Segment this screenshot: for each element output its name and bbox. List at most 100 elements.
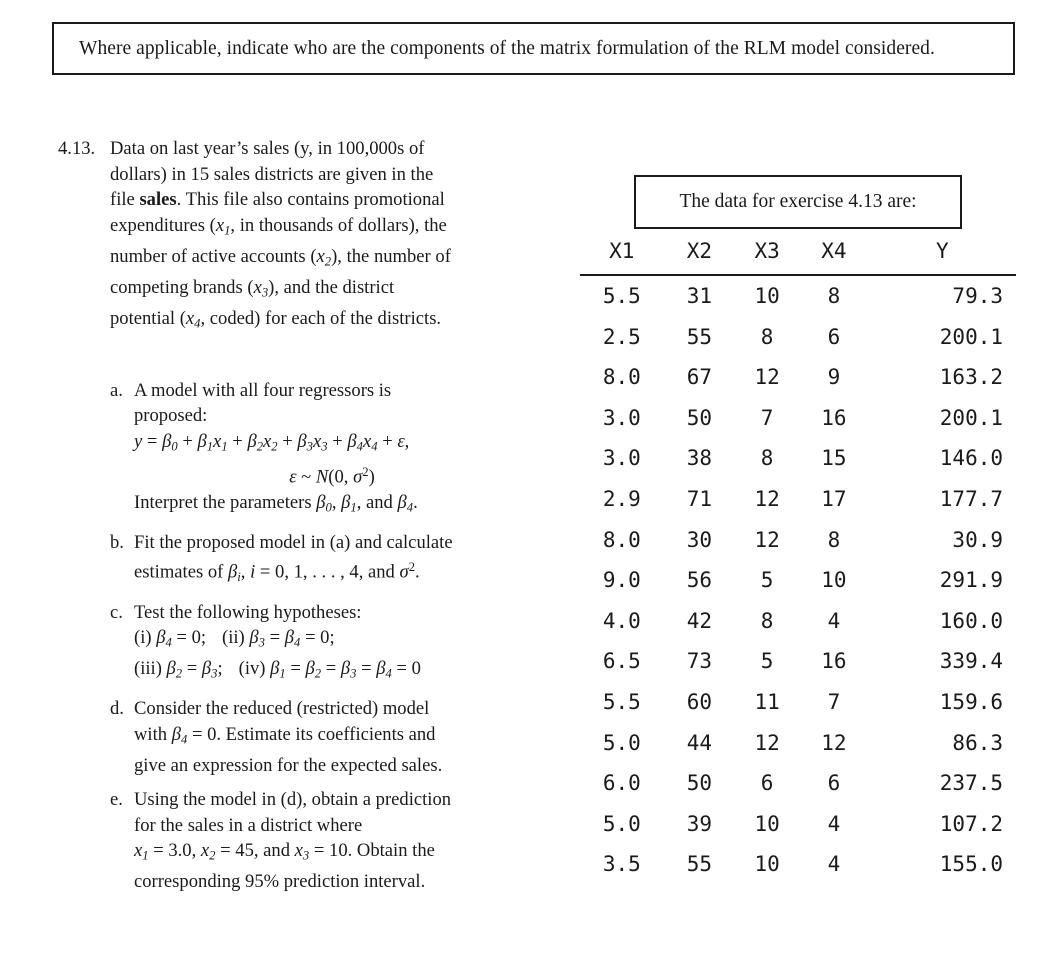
- cell-y: 160.0: [939, 608, 1003, 633]
- cell-x3: 12: [754, 365, 780, 390]
- intro-line: number of active accounts (x2), the numb…: [110, 245, 451, 269]
- item-letter: c.: [110, 601, 123, 623]
- cell-x4: 9: [827, 365, 841, 390]
- table-row: 5.0 44 12 12 86.3: [580, 723, 1016, 764]
- intro-line: Data on last year’s sales (y, in 100,000…: [110, 138, 425, 159]
- intro-line: potential (x4, coded) for each of the di…: [110, 307, 442, 331]
- data-table: X1 X2 X3 X4 Y 5.5 31 10 8 79.3 2.5 55 8 6 200.1 8.…: [580, 236, 1016, 885]
- cell-x4: 16: [821, 649, 847, 674]
- cell-x2: 39: [686, 811, 712, 836]
- cell-x4: 6: [827, 324, 841, 349]
- cell-x2: 50: [686, 405, 712, 430]
- cell-x2: 31: [686, 284, 712, 308]
- cell-x1: 2.9: [602, 486, 641, 511]
- item-line: x1 = 3.0, x2 = 45, and x3 = 10. Obtain t…: [134, 840, 435, 863]
- cell-x3: 5: [760, 649, 774, 674]
- table-row: 5.5 60 11 7 159.6: [580, 682, 1016, 723]
- table-row: 2.9 71 12 17 177.7: [580, 479, 1016, 520]
- cell-x2: 44: [686, 730, 712, 755]
- cell-x2: 42: [686, 608, 712, 633]
- cell-y: 155.0: [939, 852, 1003, 877]
- cell-x3: 10: [754, 852, 780, 877]
- cell-y: 200.1: [939, 324, 1003, 349]
- cell-x2: 55: [686, 852, 712, 877]
- item-line: give an expression for the expected sale…: [134, 754, 443, 776]
- item-trailer: Interpret the parameters β0, β1, and β4.: [134, 491, 418, 515]
- cell-x2: 30: [686, 527, 712, 552]
- cell-y: 200.1: [939, 405, 1003, 430]
- error-distribution: ε ~ N(0, σ2): [289, 464, 375, 488]
- cell-x2: 71: [686, 486, 712, 511]
- table-row: 9.0 56 5 10 291.9: [580, 560, 1016, 601]
- cell-x3: 10: [754, 811, 780, 836]
- cell-x3: 6: [760, 771, 774, 796]
- intro-line: dollars) in 15 sales districts are given…: [110, 163, 434, 185]
- cell-x3: 8: [760, 608, 774, 633]
- item-line: estimates of βi, i = 0, 1, . . . , 4, an…: [134, 560, 420, 585]
- hypothesis-line-2: (iii) β2 = β3; (iv) β1 = β2 = β3 = β4 = 0: [134, 658, 421, 681]
- cell-y: 291.9: [939, 568, 1003, 593]
- column-header-y: Y: [936, 239, 949, 263]
- item-letter: b.: [110, 531, 124, 553]
- item-letter: d.: [110, 698, 124, 720]
- cell-x4: 4: [827, 608, 841, 633]
- cell-x4: 12: [821, 730, 847, 755]
- cell-x3: 11: [754, 689, 780, 714]
- cell-y: 339.4: [939, 649, 1003, 674]
- intro-line: competing brands (x3), and the district: [110, 276, 395, 300]
- cell-x1: 3.5: [602, 852, 641, 877]
- cell-x3: 12: [754, 730, 780, 755]
- item-letter: e.: [110, 789, 123, 811]
- cell-x1: 6.5: [602, 649, 641, 674]
- cell-x4: 4: [827, 852, 841, 877]
- table-row: 3.0 50 7 16 200.1: [580, 398, 1016, 439]
- intro-line: file sales. This file also contains prom…: [110, 189, 445, 210]
- column-header-x2: X2: [686, 239, 712, 263]
- cell-x2: 60: [686, 689, 712, 714]
- model-equation: y = β0 + β1x1 + β2x2 + β3x3 + β4x4 + ε,: [134, 430, 410, 454]
- cell-x4: 6: [827, 771, 841, 796]
- table-row: 5.5 31 10 8 79.3: [580, 275, 1016, 317]
- cell-y: 30.9: [952, 527, 1003, 552]
- item-line: A model with all four regressors is: [134, 379, 392, 401]
- file-name: sales: [139, 189, 177, 210]
- cell-y: 163.2: [939, 365, 1003, 390]
- cell-x3: 8: [760, 446, 774, 471]
- instruction-box: Where applicable, indicate who are the c…: [52, 22, 1015, 75]
- exercise-items: a. A model with all four regressors is p…: [110, 337, 530, 895]
- cell-x2: 67: [686, 365, 712, 390]
- item-line: Test the following hypotheses:: [134, 601, 362, 623]
- cell-x1: 6.0: [602, 771, 641, 796]
- cell-y: 237.5: [939, 771, 1003, 796]
- data-caption-text: The data for exercise 4.13 are:: [679, 191, 917, 212]
- cell-x1: 2.5: [602, 324, 641, 349]
- data-table-body: 5.5 31 10 8 79.3 2.5 55 8 6 200.1 8.0 67 12 9 163.2 3.0…: [580, 275, 1016, 885]
- table-header-row: X1 X2 X3 X4 Y: [580, 236, 1016, 275]
- exercise-item-d: d. Consider the reduced (restricted) mod…: [110, 696, 530, 778]
- cell-y: 159.6: [939, 689, 1003, 714]
- item-line: for the sales in a district where: [134, 814, 363, 836]
- cell-x1: 3.0: [602, 405, 641, 430]
- cell-x1: 4.0: [602, 608, 641, 633]
- data-caption-box: The data for exercise 4.13 are:: [634, 175, 962, 229]
- hypothesis-line-1: (i) β4 = 0; (ii) β3 = β4 = 0;: [134, 627, 335, 650]
- cell-x1: 3.0: [602, 446, 641, 471]
- column-header-x4: X4: [821, 239, 847, 263]
- cell-x2: 38: [686, 446, 712, 471]
- column-header-x1: X1: [609, 239, 635, 263]
- item-line: with β4 = 0. Estimate its coefficients a…: [134, 723, 436, 747]
- cell-x1: 8.0: [602, 527, 641, 552]
- item-line: Consider the reduced (restricted) model: [134, 698, 430, 720]
- instruction-text: Where applicable, indicate who are the c…: [79, 37, 935, 59]
- table-row: 6.0 50 6 6 237.5: [580, 763, 1016, 804]
- data-table-head: X1 X2 X3 X4 Y: [580, 236, 1016, 275]
- cell-y: 107.2: [939, 811, 1003, 836]
- cell-y: 177.7: [939, 486, 1003, 511]
- cell-x4: 8: [827, 527, 841, 552]
- cell-x3: 8: [760, 324, 774, 349]
- cell-x3: 10: [754, 284, 780, 308]
- table-row: 3.0 38 8 15 146.0: [580, 438, 1016, 479]
- table-row: 8.0 30 12 8 30.9: [580, 520, 1016, 561]
- exercise-item-a: a. A model with all four regressors is p…: [110, 378, 530, 521]
- column-header-x3: X3: [754, 239, 780, 263]
